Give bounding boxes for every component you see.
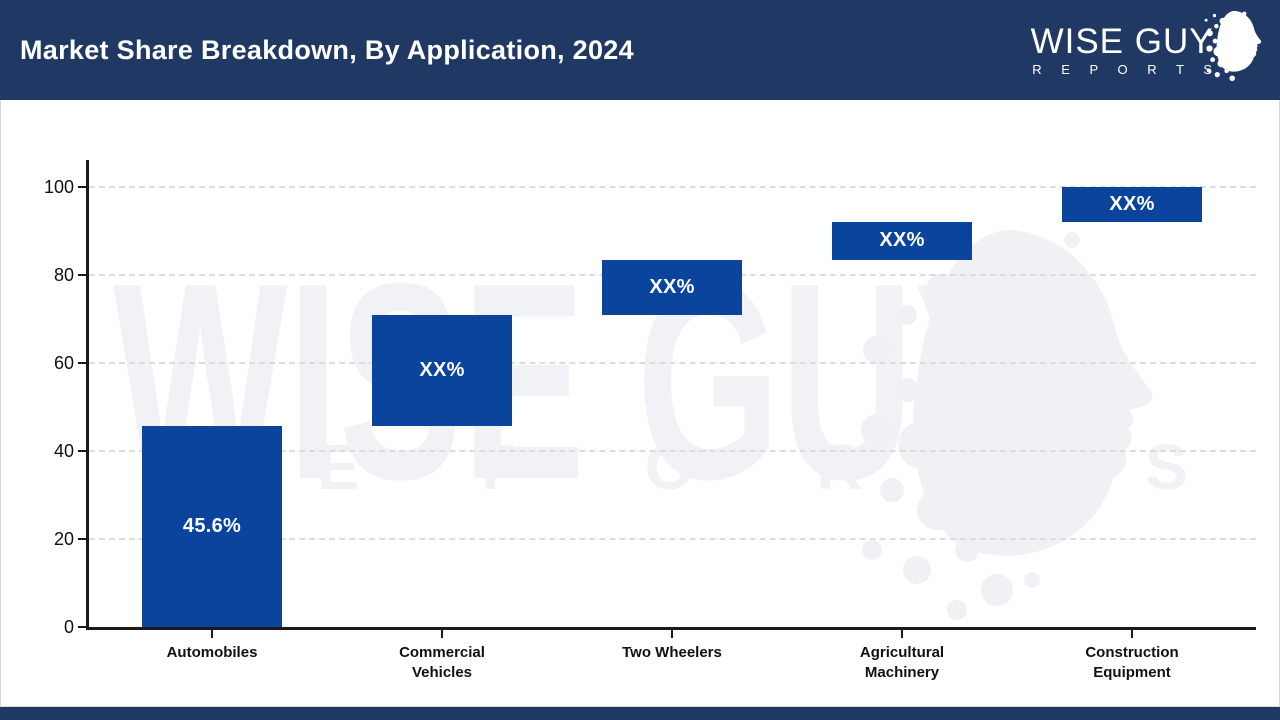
x-tick-mark xyxy=(671,630,673,638)
x-axis-line xyxy=(86,627,1256,630)
header-bar: Market Share Breakdown, By Application, … xyxy=(0,0,1280,100)
x-tick-label: Two Wheelers xyxy=(622,644,722,661)
chart-title: Market Share Breakdown, By Application, … xyxy=(20,34,634,65)
gridline xyxy=(89,186,1256,188)
logo-subtitle: R E P O R T S xyxy=(1032,61,1220,77)
bar: XX% xyxy=(372,314,512,427)
bar-value-label: XX% xyxy=(879,229,925,252)
chart-canvas: WISE GUY R E P O R T S xyxy=(0,100,1280,707)
logo-wordmark: WISE GUY xyxy=(1030,21,1214,61)
bar-value-label: XX% xyxy=(1109,193,1155,216)
bar: 45.6% xyxy=(142,426,282,627)
y-tick-mark xyxy=(78,274,86,276)
x-tick-mark xyxy=(211,630,213,638)
bar: XX% xyxy=(1062,187,1202,223)
y-tick-mark xyxy=(78,450,86,452)
x-tick-label: Automobiles xyxy=(166,644,258,661)
y-tick-label: 60 xyxy=(53,353,74,373)
plot-area: 0 20 40 60 80 100 45.6% Automobiles XX% Commercia… xyxy=(44,160,1256,681)
y-tick-mark xyxy=(78,626,86,628)
y-tick-label: 80 xyxy=(53,265,74,285)
y-tick-label: 20 xyxy=(53,529,74,549)
bar: XX% xyxy=(602,259,742,315)
y-axis-line xyxy=(86,160,89,630)
x-tick-label: Construction Equipment xyxy=(1085,644,1179,682)
x-tick-label: Commercial Vehicles xyxy=(399,644,485,682)
bar-value-label: 45.6% xyxy=(182,515,242,538)
gridline xyxy=(89,362,1256,364)
y-tick-label: 40 xyxy=(53,441,74,461)
bar-value-label: XX% xyxy=(649,275,695,298)
y-tick-label: 100 xyxy=(43,177,74,197)
x-tick-mark xyxy=(901,630,903,638)
gridline xyxy=(89,450,1256,452)
y-tick-label: 0 xyxy=(63,617,74,637)
bar-value-label: XX% xyxy=(419,359,465,381)
y-tick-mark xyxy=(78,186,86,188)
footer-bar xyxy=(0,707,1280,720)
x-tick-label: Agricultural Machinery xyxy=(859,644,945,682)
logo-text: WISE GUY R E P O R T S xyxy=(1024,24,1220,77)
x-tick-mark xyxy=(1131,630,1133,638)
y-tick-mark xyxy=(78,362,86,364)
bar: XX% xyxy=(832,222,972,260)
wise-guy-logo: WISE GUY R E P O R T S xyxy=(1024,9,1266,91)
watermark-face-icon xyxy=(861,230,1153,620)
x-tick-mark xyxy=(441,630,443,638)
y-tick-mark xyxy=(78,538,86,540)
dotted-face-icon xyxy=(1204,10,1262,82)
gridline xyxy=(89,538,1256,540)
